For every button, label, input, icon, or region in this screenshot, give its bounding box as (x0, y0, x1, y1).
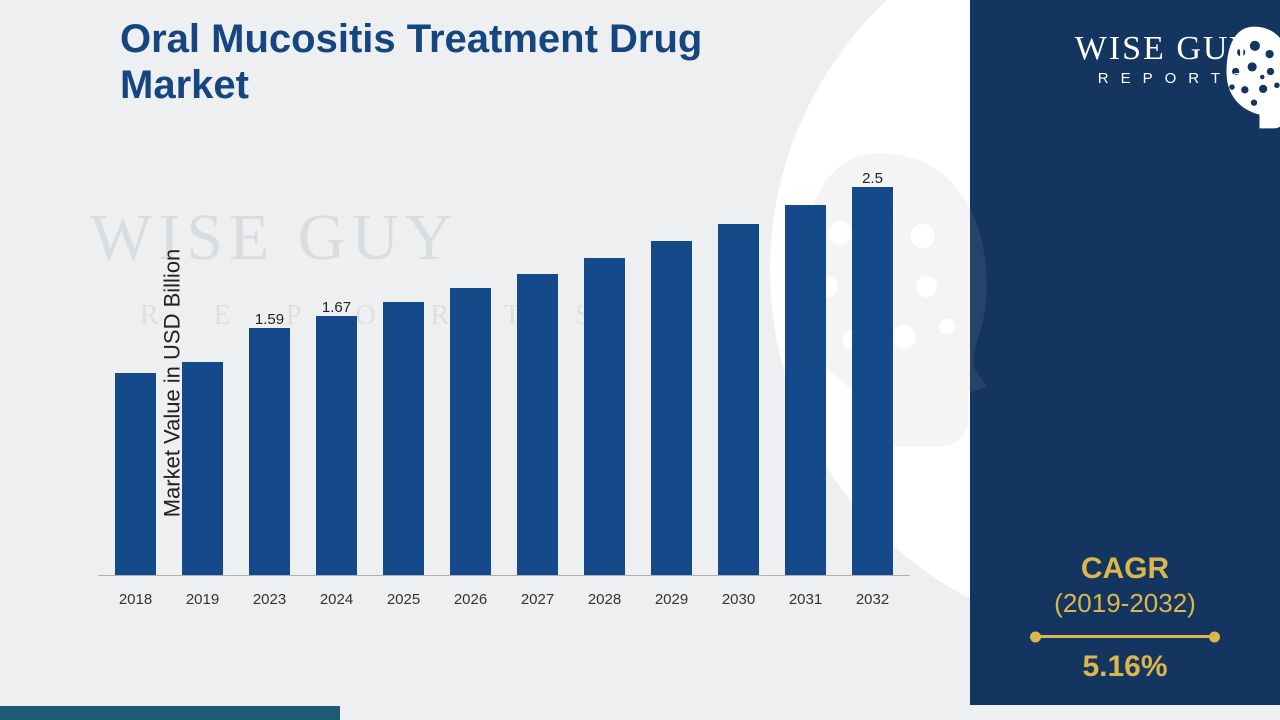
cagr-divider (1035, 635, 1215, 638)
x-tick-label: 2026 (437, 591, 504, 608)
bar-slot (169, 148, 236, 575)
bar (316, 316, 358, 575)
chart-title: Oral Mucositis Treatment Drug Market (120, 16, 840, 108)
bar-slot (772, 148, 839, 575)
bar (584, 258, 626, 575)
bar-slot (705, 148, 772, 575)
bar-slot (638, 148, 705, 575)
plot-area: 1.59 1.67 2.5 (98, 148, 910, 576)
bar-slot (571, 148, 638, 575)
bar-value-label: 1.67 (322, 299, 351, 316)
x-tick-label: 2029 (638, 591, 705, 608)
x-tick-label: 2028 (571, 591, 638, 608)
bar-slot: 1.67 (303, 148, 370, 575)
x-tick-label: 2031 (772, 591, 839, 608)
bar (383, 302, 425, 575)
cagr-range: (2019-2032) (1010, 588, 1240, 619)
x-tick-label: 2019 (169, 591, 236, 608)
bar (651, 241, 693, 575)
cagr-title: CAGR (1010, 552, 1240, 586)
bar-slot: 2.5 (839, 148, 906, 575)
cagr-block: CAGR (2019-2032) 5.16% (1010, 552, 1240, 684)
x-tick-label: 2018 (102, 591, 169, 608)
bars-container: 1.59 1.67 2.5 (98, 148, 910, 575)
bar (115, 373, 157, 575)
brand-logo: WISE GUY REPORTS (1075, 30, 1256, 87)
x-tick-label: 2023 (236, 591, 303, 608)
bar (785, 205, 827, 575)
bar (249, 328, 291, 575)
bar-chart: Market Value in USD Billion 1.591.672.5 … (80, 148, 910, 618)
cagr-value: 5.16% (1010, 650, 1240, 684)
x-tick-label: 2027 (504, 591, 571, 608)
bar (182, 362, 224, 575)
x-tick-label: 2032 (839, 591, 906, 608)
brand-sub-text: REPORTS (1075, 70, 1254, 87)
bar-slot (504, 148, 571, 575)
bar (450, 288, 492, 575)
bar-slot (437, 148, 504, 575)
x-tick-label: 2024 (303, 591, 370, 608)
brand-main-text: WISE GUY (1075, 30, 1256, 68)
bar-value-label: 1.59 (255, 311, 284, 328)
bar-slot (370, 148, 437, 575)
market-infographic: WISE GUY R E P O R T S Oral Mucositis Tr… (0, 0, 1280, 720)
bar (517, 274, 559, 575)
bar (718, 224, 760, 575)
bar-slot (102, 148, 169, 575)
bar-value-label: 2.5 (862, 170, 883, 187)
bottom-accent-bar (0, 706, 340, 720)
x-tick-label: 2030 (705, 591, 772, 608)
bar-slot: 1.59 (236, 148, 303, 575)
x-tick-label: 2025 (370, 591, 437, 608)
bar (852, 187, 894, 575)
x-axis-labels: 2018201920232024202520262027202820292030… (98, 591, 910, 608)
